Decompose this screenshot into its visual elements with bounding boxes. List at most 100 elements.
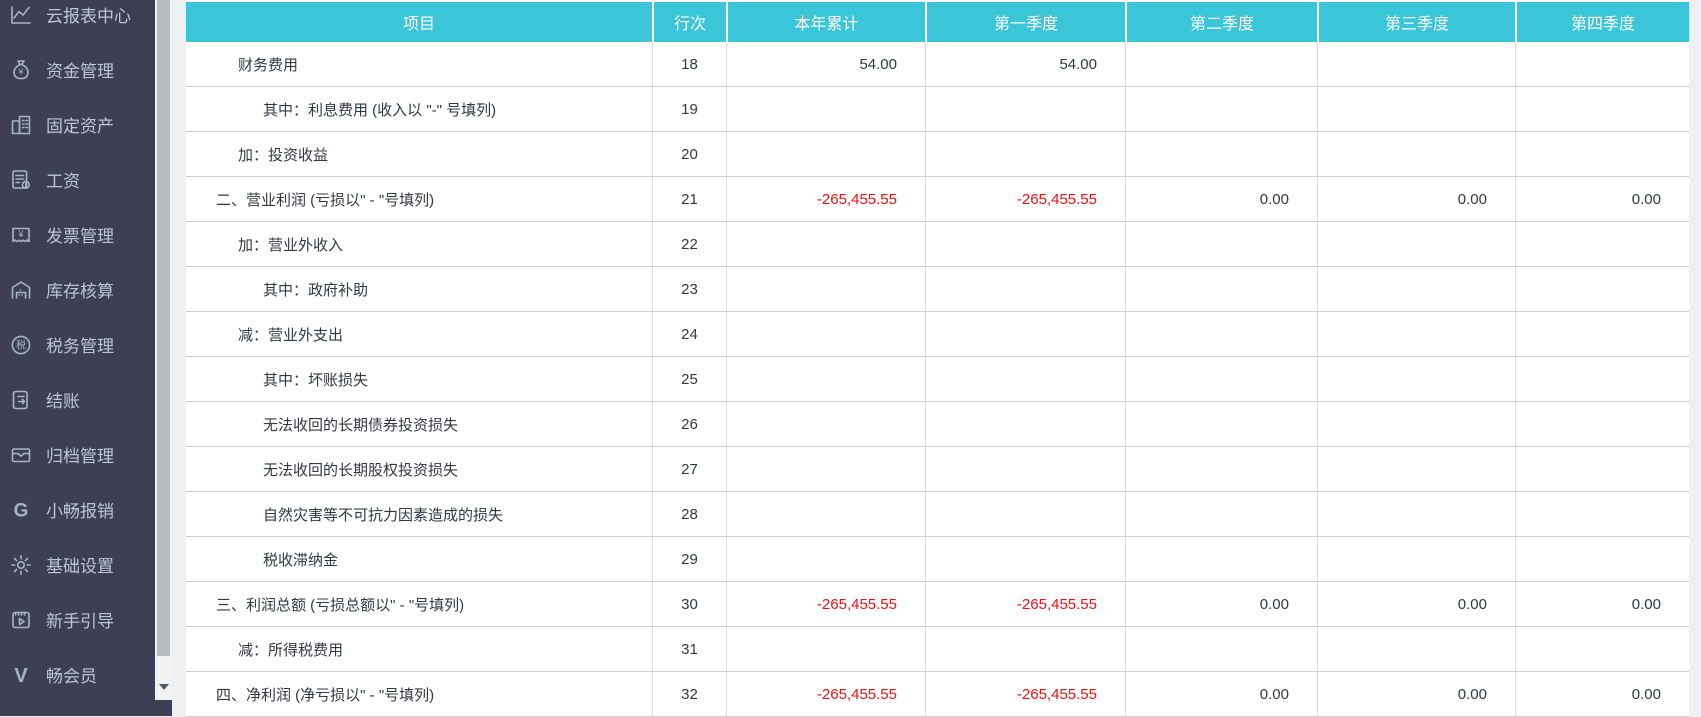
sidebar-scroll-down-button[interactable] <box>155 674 172 700</box>
line-number-cell: 27 <box>652 447 726 491</box>
sidebar-scrollbar[interactable] <box>155 0 172 700</box>
value-cell <box>1317 402 1515 446</box>
value-cell <box>1515 267 1689 311</box>
line-chart-icon <box>8 2 34 28</box>
table-row: 其中：政府补助 23 <box>186 267 1689 312</box>
sidebar-item-beginner-guide[interactable]: 新手引导 <box>0 592 155 647</box>
line-number-cell: 23 <box>652 267 726 311</box>
item-cell: 财务费用 <box>238 56 299 74</box>
table-row: 减：营业外支出 24 <box>186 312 1689 357</box>
item-cell: 自然灾害等不可抗力因素造成的损失 <box>263 506 504 524</box>
value-cell: 0.00 <box>1317 177 1515 221</box>
value-cell: -265,455.55 <box>925 582 1125 626</box>
item-cell: 其中：利息费用 (收入以 "-" 号填列) <box>263 101 497 119</box>
value-cell: -265,455.55 <box>925 672 1125 716</box>
value-cell <box>1125 42 1317 86</box>
value-cell <box>1125 447 1317 491</box>
table-row: 二、营业利润 (亏损以" - "号填列) 21 -265,455.55 -265,45… <box>186 177 1689 222</box>
value-cell <box>726 402 925 446</box>
v-member-icon: V <box>8 662 34 688</box>
item-cell: 无法收回的长期债券投资损失 <box>263 416 459 434</box>
item-cell: 加：投资收益 <box>238 146 329 164</box>
line-number-cell: 25 <box>652 357 726 401</box>
item-cell: 减：营业外支出 <box>238 326 344 344</box>
sidebar-scrollbar-thumb[interactable] <box>157 0 170 656</box>
svg-text:¥: ¥ <box>17 228 24 238</box>
sidebar-item-chang-member[interactable]: V 畅会员 <box>0 647 155 702</box>
warehouse-icon <box>8 277 34 303</box>
item-cell: 无法收回的长期股权投资损失 <box>263 461 459 479</box>
value-cell <box>726 132 925 176</box>
value-cell <box>925 447 1125 491</box>
line-number-cell: 29 <box>652 537 726 581</box>
value-cell <box>726 357 925 401</box>
g-logo-icon: G <box>8 497 34 523</box>
value-cell: -265,455.55 <box>726 177 925 221</box>
value-cell <box>726 537 925 581</box>
building-icon <box>8 112 34 138</box>
sidebar-item-closing[interactable]: 结账 <box>0 372 155 427</box>
table-row: 自然灾害等不可抗力因素造成的损失 28 <box>186 492 1689 537</box>
value-cell <box>1317 312 1515 356</box>
value-cell <box>1317 132 1515 176</box>
sidebar-item-tax-management[interactable]: 税 税务管理 <box>0 317 155 372</box>
column-header: 第四季度 <box>1515 2 1689 42</box>
table-row: 财务费用 18 54.00 54.00 <box>186 42 1689 87</box>
value-cell <box>1317 492 1515 536</box>
value-cell: 0.00 <box>1125 672 1317 716</box>
item-cell: 四、净利润 (净亏损以" - "号填列) <box>216 686 435 704</box>
value-cell <box>1317 87 1515 131</box>
sidebar-item-xiaochang-expense[interactable]: G 小畅报销 <box>0 482 155 537</box>
sidebar-item-label: 结账 <box>46 392 80 411</box>
table-row: 四、净利润 (净亏损以" - "号填列) 32 -265,455.55 -265,45… <box>186 672 1689 717</box>
column-header: 第二季度 <box>1125 2 1317 42</box>
svg-text:¥: ¥ <box>18 66 24 76</box>
sidebar-item-funds-management[interactable]: ¥ 资金管理 <box>0 42 155 97</box>
sidebar-item-basic-settings[interactable]: 基础设置 <box>0 537 155 592</box>
money-bag-icon: ¥ <box>8 57 34 83</box>
sidebar-menu: 云报表中心 ¥ 资金管理 固定资产 工资 ¥ 发票管理 库存核算税 税务管理结账归档管理 G 小畅报… <box>0 0 155 702</box>
calculator-icon <box>8 167 34 193</box>
tax-icon: 税 <box>8 332 34 358</box>
value-cell <box>1125 537 1317 581</box>
sidebar-item-payroll[interactable]: 工资 <box>0 152 155 207</box>
sidebar: 云报表中心 ¥ 资金管理 固定资产 工资 ¥ 发票管理 库存核算税 税务管理结账归档管理 G 小畅报… <box>0 0 172 716</box>
value-cell <box>1515 222 1689 266</box>
value-cell <box>925 132 1125 176</box>
sidebar-item-archive-management[interactable]: 归档管理 <box>0 427 155 482</box>
value-cell <box>1515 87 1689 131</box>
line-number-cell: 28 <box>652 492 726 536</box>
value-cell <box>1125 402 1317 446</box>
value-cell: 0.00 <box>1515 177 1689 221</box>
table-row: 加：投资收益 20 <box>186 132 1689 177</box>
income-statement-table: 项目 行次 本年累计 第一季度 第二季度 第三季度 第四季度 财务费用 18 54.00 54.0… <box>186 0 1689 717</box>
svg-text:V: V <box>14 665 28 687</box>
sidebar-item-label: 新手引导 <box>46 612 114 631</box>
column-header: 本年累计 <box>726 2 925 42</box>
gear-icon <box>8 552 34 578</box>
value-cell <box>1125 627 1317 671</box>
column-header: 行次 <box>652 2 726 42</box>
value-cell: 0.00 <box>1515 582 1689 626</box>
item-cell: 其中：政府补助 <box>263 281 369 299</box>
value-cell: 54.00 <box>726 42 925 86</box>
value-cell <box>1515 492 1689 536</box>
sidebar-item-inventory-accounting[interactable]: 库存核算 <box>0 262 155 317</box>
item-cell: 减：所得税费用 <box>238 641 344 659</box>
value-cell: -265,455.55 <box>726 582 925 626</box>
value-cell <box>726 447 925 491</box>
sidebar-item-cloud-report-center[interactable]: 云报表中心 <box>0 0 155 42</box>
line-number-cell: 19 <box>652 87 726 131</box>
value-cell <box>1317 267 1515 311</box>
sidebar-item-label: 畅会员 <box>46 667 97 686</box>
line-number-cell: 22 <box>652 222 726 266</box>
line-number-cell: 24 <box>652 312 726 356</box>
value-cell <box>1317 222 1515 266</box>
value-cell: 0.00 <box>1317 582 1515 626</box>
sidebar-item-invoice-management[interactable]: ¥ 发票管理 <box>0 207 155 262</box>
sidebar-item-fixed-assets[interactable]: 固定资产 <box>0 97 155 152</box>
line-number-cell: 18 <box>652 42 726 86</box>
column-header: 第一季度 <box>925 2 1125 42</box>
sidebar-item-label: 小畅报销 <box>46 502 114 521</box>
value-cell <box>1125 267 1317 311</box>
